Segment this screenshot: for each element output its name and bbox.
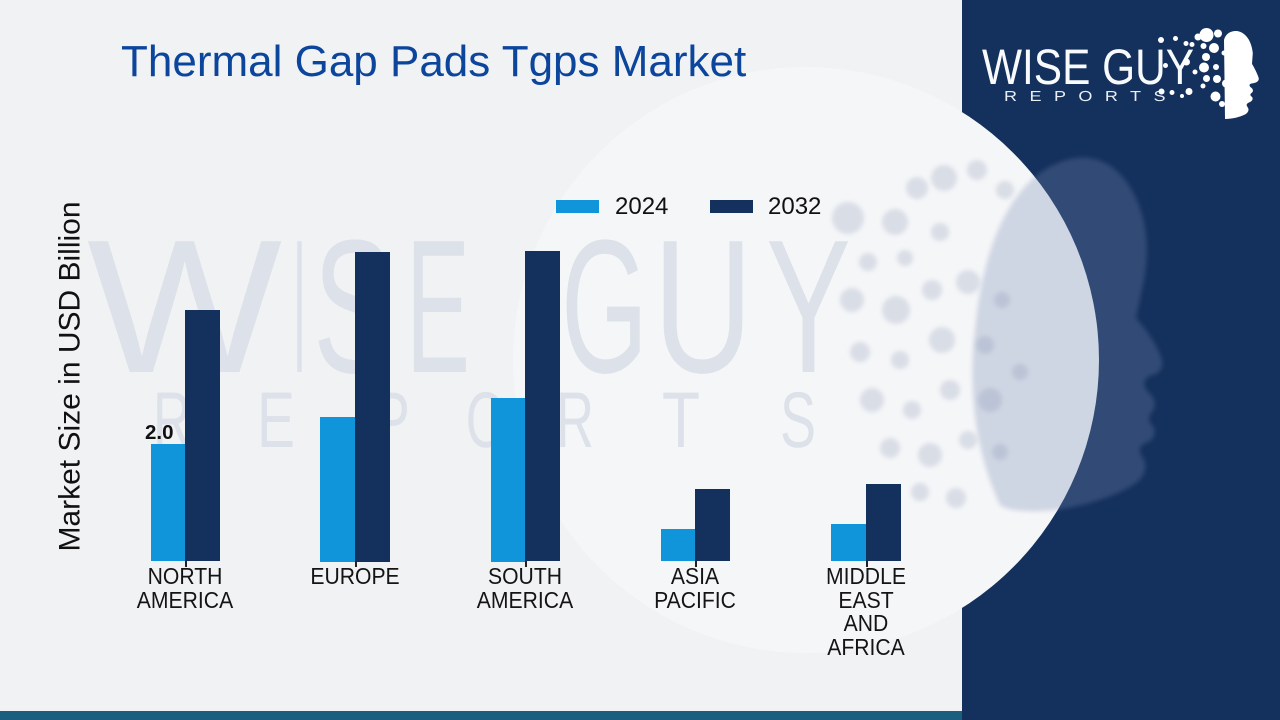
svg-text:T: T	[662, 375, 700, 464]
svg-text:I: I	[293, 201, 306, 413]
svg-text:R: R	[556, 375, 594, 464]
svg-text:E: E	[257, 375, 295, 464]
svg-text:U: U	[653, 201, 753, 413]
svg-text:Y: Y	[766, 201, 851, 413]
svg-text:WISE GUY: WISE GUY	[982, 39, 1194, 95]
svg-text:REPORTS: REPORTS	[1004, 89, 1178, 105]
svg-text:S: S	[780, 375, 816, 464]
svg-text:W: W	[87, 201, 282, 413]
svg-text:G: G	[561, 201, 648, 413]
svg-text:E: E	[406, 201, 470, 413]
